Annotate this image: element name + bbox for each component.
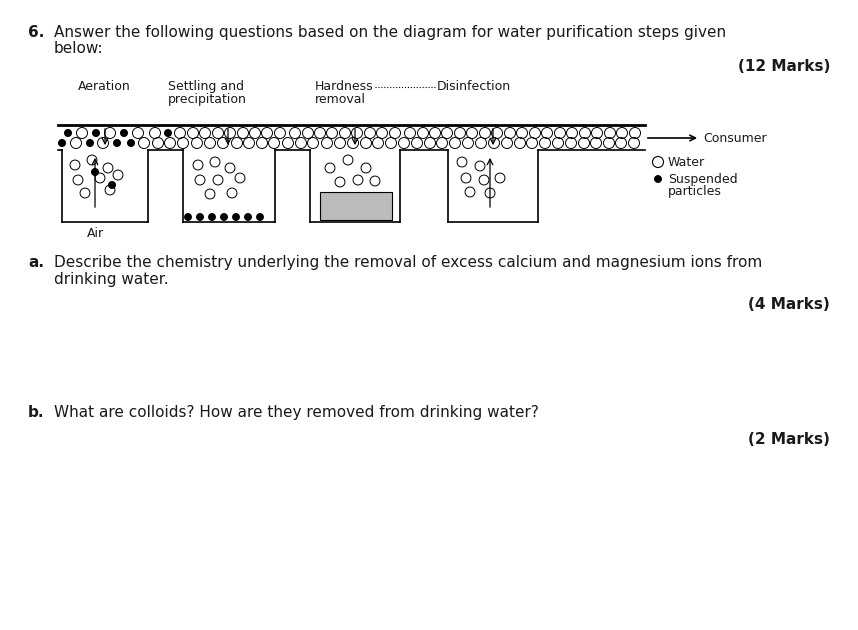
Text: a.: a. bbox=[28, 255, 44, 270]
Text: drinking water.: drinking water. bbox=[54, 272, 169, 287]
Circle shape bbox=[113, 139, 120, 147]
Text: Hardness: Hardness bbox=[315, 80, 373, 93]
Circle shape bbox=[233, 214, 239, 220]
Text: (4 Marks): (4 Marks) bbox=[748, 297, 830, 312]
Text: b.: b. bbox=[28, 405, 45, 420]
Circle shape bbox=[120, 130, 128, 137]
Text: (2 Marks): (2 Marks) bbox=[748, 432, 830, 447]
Circle shape bbox=[655, 176, 662, 183]
Bar bbox=[320, 192, 392, 220]
Circle shape bbox=[58, 139, 65, 147]
Text: Describe the chemistry underlying the removal of excess calcium and magnesium io: Describe the chemistry underlying the re… bbox=[54, 255, 762, 270]
Text: below:: below: bbox=[54, 41, 104, 56]
Circle shape bbox=[165, 130, 172, 137]
Circle shape bbox=[93, 130, 100, 137]
Circle shape bbox=[184, 214, 191, 220]
Circle shape bbox=[64, 130, 71, 137]
Circle shape bbox=[196, 214, 203, 220]
Text: precipitation: precipitation bbox=[168, 93, 247, 106]
Text: Disinfection: Disinfection bbox=[437, 80, 511, 93]
Circle shape bbox=[128, 139, 135, 147]
Text: 6.: 6. bbox=[28, 25, 45, 40]
Circle shape bbox=[92, 168, 99, 176]
Text: Consumer: Consumer bbox=[703, 132, 767, 144]
Text: Settling and: Settling and bbox=[168, 80, 244, 93]
Text: Answer the following questions based on the diagram for water purification steps: Answer the following questions based on … bbox=[54, 25, 726, 40]
Text: Aeration: Aeration bbox=[78, 80, 130, 93]
Text: particles: particles bbox=[668, 185, 722, 197]
Circle shape bbox=[257, 214, 263, 220]
Text: What are colloids? How are they removed from drinking water?: What are colloids? How are they removed … bbox=[54, 405, 539, 420]
Circle shape bbox=[221, 214, 227, 220]
Text: Air: Air bbox=[87, 227, 104, 240]
Text: Suspended: Suspended bbox=[668, 173, 738, 185]
Text: (12 Marks): (12 Marks) bbox=[738, 59, 830, 74]
Text: removal: removal bbox=[315, 93, 366, 106]
Text: Water: Water bbox=[668, 156, 705, 168]
Circle shape bbox=[208, 214, 215, 220]
Circle shape bbox=[245, 214, 251, 220]
Circle shape bbox=[108, 181, 116, 188]
Circle shape bbox=[87, 139, 94, 147]
